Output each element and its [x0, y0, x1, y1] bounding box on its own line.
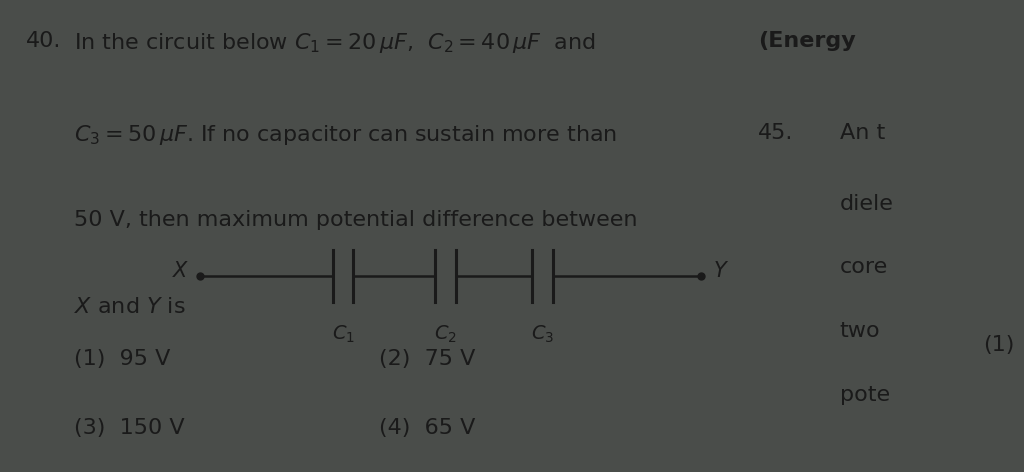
Text: 40.: 40. [26, 31, 61, 51]
Text: two: two [840, 321, 881, 341]
Text: (2)  75 V: (2) 75 V [379, 349, 475, 369]
Text: 45.: 45. [758, 123, 794, 143]
Text: $C_1$: $C_1$ [332, 323, 354, 345]
Text: core: core [840, 257, 888, 277]
Text: (3)  150 V: (3) 150 V [74, 418, 184, 438]
Text: $X$ and $Y$ is: $X$ and $Y$ is [74, 297, 185, 317]
Text: (1): (1) [983, 335, 1015, 355]
Text: X: X [173, 261, 187, 281]
Text: $C_2$: $C_2$ [434, 323, 457, 345]
Text: (Energy: (Energy [758, 31, 855, 51]
Text: Y: Y [714, 261, 726, 281]
Text: (1)  95 V: (1) 95 V [74, 349, 170, 369]
Text: diele: diele [840, 194, 894, 213]
Text: (4)  65 V: (4) 65 V [379, 418, 475, 438]
Text: An t: An t [840, 123, 885, 143]
Text: pote: pote [840, 385, 890, 405]
Text: 50 V, then maximum potential difference between: 50 V, then maximum potential difference … [74, 210, 637, 230]
Text: $C_3=50\,\mu F$. If no capacitor can sustain more than: $C_3=50\,\mu F$. If no capacitor can sus… [74, 123, 616, 147]
Text: In the circuit below $C_1=20\,\mu F$,  $C_2=40\,\mu F$  and: In the circuit below $C_1=20\,\mu F$, $C… [74, 31, 596, 55]
Text: $C_3$: $C_3$ [531, 323, 554, 345]
